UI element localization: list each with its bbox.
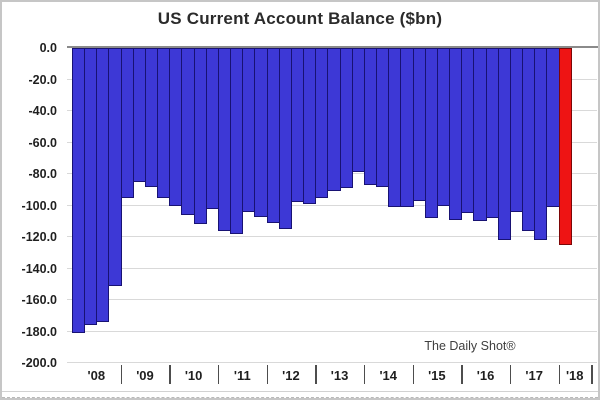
x-year-label-15: '15 (428, 368, 446, 383)
bar-2013-q4 (351, 48, 365, 173)
x-year-label-17: '17 (525, 368, 543, 383)
x-year-label-12: '12 (282, 368, 300, 383)
chart-title: US Current Account Balance ($bn) (157, 9, 443, 28)
plot-area (67, 48, 597, 363)
y-tick-label--100.0: -100.0 (21, 198, 57, 213)
gridline--180 (67, 330, 597, 332)
x-tick-0 (120, 365, 123, 384)
bottom-axis-line (2, 391, 598, 392)
x-tick-5 (363, 365, 366, 384)
gridline--200 (67, 362, 597, 363)
x-year-label-16: '16 (476, 368, 495, 383)
bar-2018-q1 (558, 48, 572, 245)
y-tick-label--80.0: -80.0 (28, 167, 58, 181)
y-tick-label--40.0: -40.0 (28, 104, 58, 118)
y-tick-label--20.0: -20.0 (28, 72, 58, 87)
gridline--120 (67, 236, 597, 237)
y-tick-label--120.0: -120.0 (21, 230, 57, 244)
x-tick-9 (558, 365, 561, 384)
bar-2016-q3 (485, 48, 499, 219)
gridline--140 (67, 267, 597, 269)
bar-2017-q2 (522, 48, 536, 231)
y-tick-label--140.0: -140.0 (21, 261, 57, 276)
bar-2016-q1 (461, 48, 475, 214)
bar-2012-q1 (266, 48, 280, 223)
bar-2017-q4 (546, 48, 560, 208)
x-tick-3 (266, 365, 269, 384)
x-year-label-09: '09 (136, 368, 154, 383)
bar-2008-q3 (96, 48, 110, 323)
bottom-edge-decoration (2, 397, 598, 398)
bar-2013-q1 (315, 48, 329, 198)
x-year-label-13: '13 (330, 368, 349, 383)
x-tick-7 (461, 365, 463, 384)
bar-2009-q1 (120, 48, 134, 198)
x-tick-4 (315, 365, 317, 384)
zero-axis-line (67, 46, 598, 48)
bar-2010-q4 (205, 48, 219, 209)
x-year-label-11: '11 (233, 368, 251, 383)
x-year-label-14: '14 (379, 368, 398, 383)
y-tick-label--200.0: -200.0 (21, 356, 57, 370)
gridline--100 (67, 204, 597, 206)
x-tick-8 (509, 365, 512, 384)
bar-2010-q2 (181, 48, 195, 215)
x-tick-2 (217, 365, 220, 384)
bar-2015-q3 (436, 48, 451, 206)
x-year-label-08: '08 (87, 368, 106, 383)
x-year-label-10: '10 (184, 368, 203, 383)
bar-2012-q3 (290, 48, 305, 203)
bar-2009-q3 (144, 48, 159, 187)
y-tick-label--180.0: -180.0 (21, 324, 57, 339)
gridline--160 (67, 299, 597, 300)
bar-2014-q2 (376, 48, 390, 187)
x-tick-6 (412, 365, 415, 384)
y-tick-label--60.0: -60.0 (28, 135, 58, 150)
x-year-label-18: '18 (565, 368, 584, 383)
bar-2014-q4 (400, 48, 414, 208)
bar-2011-q2 (230, 48, 244, 234)
x-tick-10 (591, 365, 593, 384)
x-tick-1 (169, 365, 171, 384)
y-tick-label-0.0: 0.0 (39, 41, 57, 55)
watermark-text: The Daily Shot® (424, 339, 516, 353)
y-tick-label--160.0: -160.0 (21, 293, 57, 307)
